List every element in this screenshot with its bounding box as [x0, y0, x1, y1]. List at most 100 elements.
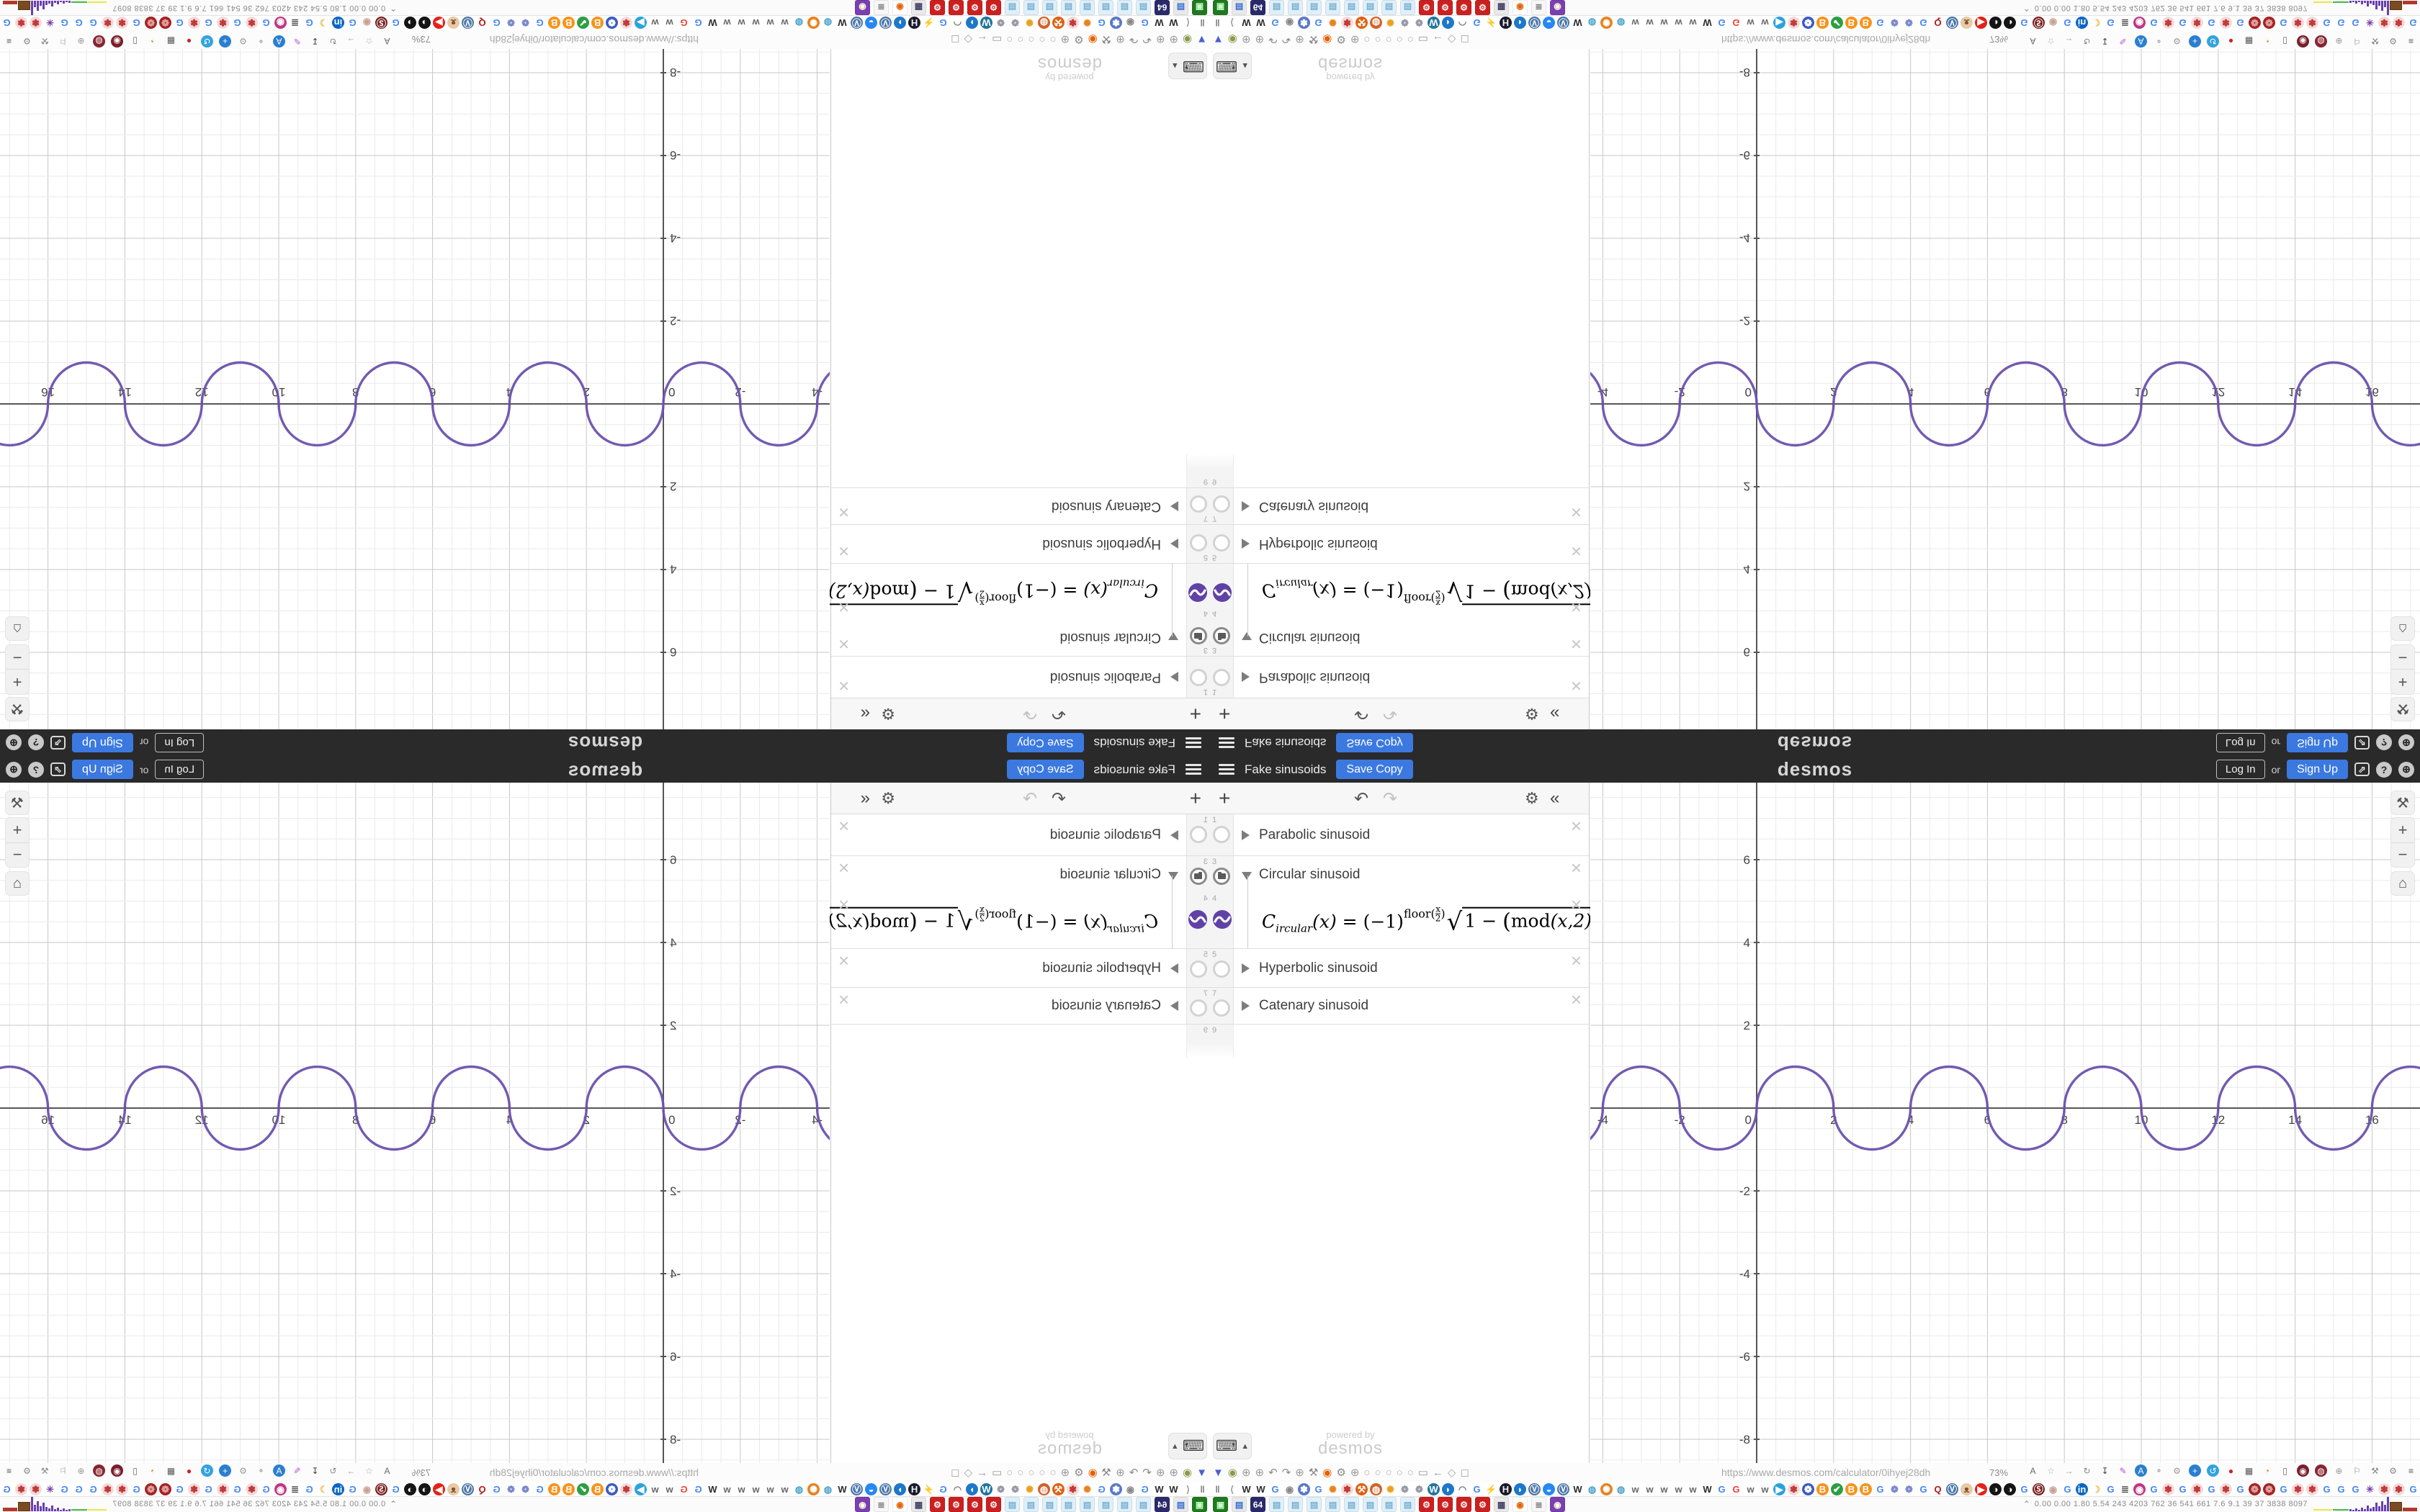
redo-button[interactable]: ↷ [1383, 788, 1398, 809]
folder-row-parabolic[interactable]: 1 Parabolic sinusoid × [1210, 656, 1589, 698]
tab-favicon[interactable]: ❁ [1802, 17, 1814, 30]
tab-favicon[interactable]: ✺ [1600, 17, 1613, 30]
taskbar-app-icon[interactable]: ▤ [1080, 1497, 1095, 1512]
toolbar-icon[interactable]: ⚬ [257, 1465, 265, 1476]
tab-favicon[interactable]: Ⓥ [1946, 17, 1958, 30]
tab-favicon[interactable]: W [1573, 17, 1582, 29]
folder-label[interactable]: Circular sinusoid [1059, 866, 1161, 882]
tab-favicon[interactable]: G [2107, 17, 2115, 29]
sign-up-button[interactable]: Sign Up [72, 733, 133, 752]
toolbar-icon[interactable]: ← [1432, 33, 1443, 46]
tab-favicon[interactable]: G [1271, 1483, 1279, 1495]
toolbar-icon[interactable]: ◍ [2315, 35, 2327, 48]
taskbar-app-icon[interactable]: ◉ [1550, 1497, 1565, 1512]
tray-chevron-icon[interactable]: ⌃ [2022, 3, 2030, 13]
tab-favicon[interactable]: ◗ [1514, 17, 1526, 30]
tab-favicon[interactable]: ◉ [274, 17, 287, 30]
folder-collapsed-arrow-icon[interactable] [1170, 1001, 1178, 1011]
toolbar-icon[interactable]: ← [1432, 1466, 1443, 1479]
tab-favicon[interactable]: ◍ [1616, 1483, 1626, 1495]
tab-favicon[interactable]: ◒ [865, 1482, 877, 1495]
tab-favicon[interactable]: G [680, 17, 688, 29]
tab-favicon[interactable]: Ⓥ [1557, 1482, 1569, 1495]
toolbar-icon[interactable]: ↺ [2207, 35, 2219, 48]
zoom-out-button[interactable]: − [12, 648, 22, 667]
toolbar-icon[interactable]: → [346, 1465, 356, 1476]
delete-row-icon[interactable]: × [838, 541, 850, 562]
taskbar-app-icon[interactable]: ▤ [1023, 0, 1039, 15]
tab-favicon[interactable]: W [708, 1483, 717, 1495]
toolbar-icon[interactable]: ↶ [1142, 33, 1152, 46]
tab-favicon[interactable]: G [1098, 17, 1106, 29]
toolbar-icon[interactable]: ○ [1028, 33, 1035, 46]
tab-favicon[interactable]: ✺ [1386, 17, 1394, 29]
collapse-panel-button[interactable]: « [1550, 788, 1560, 808]
toolbar-icon[interactable]: ⊕ [1169, 33, 1179, 46]
tab-favicon[interactable]: G [176, 17, 184, 29]
tab-favicon[interactable]: W [1155, 1483, 1164, 1495]
tab-favicon[interactable]: G [1732, 17, 1740, 29]
curve-color-swatch-icon[interactable] [1188, 583, 1207, 602]
tab-favicon[interactable]: ✳ [46, 1483, 54, 1495]
tab-favicon[interactable]: H [1500, 1482, 1512, 1495]
tab-favicon[interactable]: ◠ [953, 17, 962, 29]
zoom-out-button[interactable]: − [12, 845, 22, 864]
graph-settings-wrench-button[interactable]: ⚒ [5, 697, 30, 721]
toolbar-icon[interactable]: ◉ [2297, 1464, 2309, 1477]
toolbar-icon[interactable]: ⊕ [1255, 1466, 1265, 1479]
add-expression-button[interactable]: + [1189, 703, 1201, 725]
tab-favicon[interactable]: ◠ [953, 1483, 962, 1495]
delete-row-icon[interactable]: × [1570, 597, 1582, 618]
tab-favicon[interactable]: ✽ [217, 17, 229, 30]
default-viewport-home-button[interactable]: ⌂ [5, 871, 30, 896]
toolbar-icon[interactable]: ☆ [365, 1465, 373, 1476]
language-globe-icon[interactable]: ⊕ [6, 734, 22, 751]
tab-favicon[interactable]: Ⓥ [462, 1482, 474, 1495]
toolbar-icon[interactable]: ↷ [1281, 33, 1291, 46]
delete-row-icon[interactable]: × [838, 989, 850, 1010]
tab-favicon[interactable]: G [349, 17, 357, 29]
taskbar-app-icon[interactable]: ▤ [1400, 1497, 1415, 1512]
folder-toggle-icon[interactable] [1213, 999, 1230, 1017]
toolbar-icon[interactable]: ⚒ [1101, 33, 1112, 46]
taskbar-app-icon[interactable]: ▤ [1232, 0, 1247, 15]
tab-favicon[interactable]: G [205, 17, 212, 29]
tab-favicon[interactable]: ▶ [635, 1482, 647, 1495]
add-expression-button[interactable]: + [1189, 787, 1201, 809]
folder-label[interactable]: Hyperbolic sinusoid [1259, 536, 1378, 552]
tab-favicon[interactable]: G [694, 1483, 702, 1495]
help-icon[interactable]: ? [2376, 761, 2392, 778]
folder-label[interactable]: Hyperbolic sinusoid [1042, 960, 1161, 976]
toolbar-icon[interactable]: ○ [1049, 33, 1057, 46]
taskbar-app-icon[interactable]: ▤ [1061, 1497, 1076, 1512]
tab-favicon[interactable]: w [752, 17, 760, 29]
tab-favicon[interactable]: ✽ [2306, 1482, 2318, 1495]
tab-favicon[interactable]: ✽ [2378, 1482, 2390, 1495]
taskbar-app-icon[interactable]: ▤ [1005, 0, 1020, 15]
tab-favicon[interactable]: ✽ [2191, 1482, 2203, 1495]
taskbar-app-icon[interactable]: ▦ [911, 0, 926, 15]
tab-favicon[interactable]: w [1747, 17, 1754, 29]
toolbar-icon[interactable]: ⚙ [1074, 33, 1084, 46]
toolbar-icon[interactable]: ⊕ [1060, 1466, 1070, 1479]
tab-favicon[interactable]: ❁ [521, 17, 529, 29]
toolbar-icon[interactable]: ↺ [201, 1464, 213, 1477]
folder-collapsed-arrow-icon[interactable] [1242, 1001, 1250, 1011]
taskbar-app-icon[interactable]: ⚙ [1419, 1497, 1434, 1512]
toolbar-icon[interactable]: ⊕ [1155, 33, 1165, 46]
folder-collapsed-arrow-icon[interactable] [1242, 829, 1250, 840]
tab-favicon[interactable]: G [1141, 17, 1149, 29]
toolbar-icon[interactable]: ▭ [992, 1466, 1003, 1479]
folder-label[interactable]: Circular sinusoid [1059, 630, 1161, 646]
tab-favicon[interactable]: ✽ [620, 1482, 632, 1495]
toolbar-icon[interactable]: ◔ [150, 1465, 156, 1476]
taskbar-app-icon[interactable]: ▤ [1288, 1497, 1303, 1512]
taskbar-app-icon[interactable]: ▣ [1213, 1497, 1228, 1512]
toolbar-icon[interactable]: ● [186, 1465, 192, 1476]
undo-button[interactable]: ↶ [1051, 703, 1066, 724]
tab-favicon[interactable]: Ⓢ [375, 1482, 387, 1495]
toolbar-icon[interactable]: ⊕ [1060, 33, 1070, 46]
